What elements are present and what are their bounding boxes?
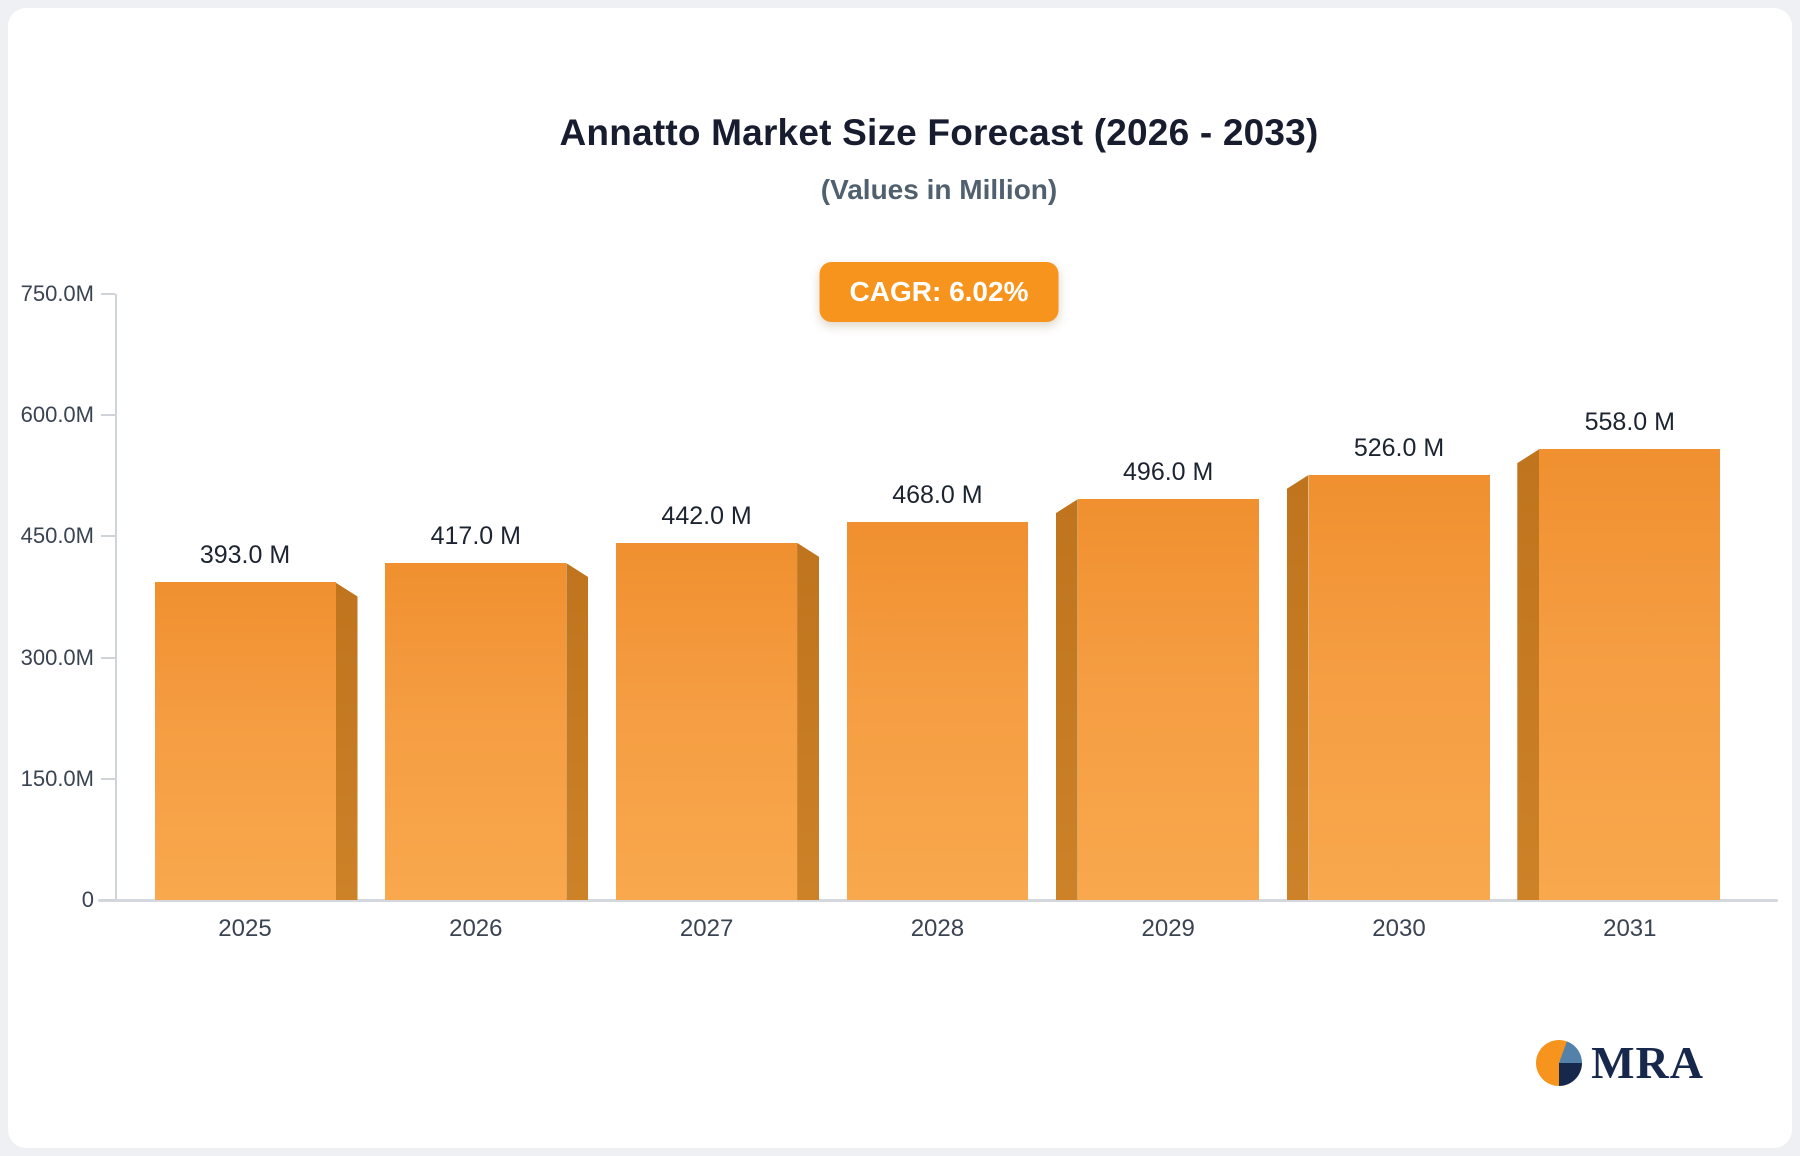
x-tick-label: 2025	[218, 915, 272, 942]
y-tick-mark	[101, 656, 115, 659]
x-axis-line	[98, 899, 1778, 902]
bar-value-label: 417.0 M	[430, 522, 521, 551]
bar-3d-side	[1055, 499, 1078, 900]
y-tick-mark	[101, 535, 115, 538]
bar-3d-side	[797, 542, 820, 900]
x-tick-label: 2026	[449, 915, 503, 942]
x-tick-label: 2030	[1372, 915, 1426, 942]
y-tick-label: 300.0M	[20, 644, 94, 670]
y-tick-label: 600.0M	[20, 402, 94, 428]
bar	[616, 542, 798, 900]
y-tick-label: 150.0M	[20, 765, 94, 791]
bar	[1539, 449, 1721, 900]
y-tick-mark	[101, 777, 115, 780]
y-tick-label: 450.0M	[20, 523, 94, 549]
bar	[154, 582, 336, 900]
logo-pie-icon	[1536, 1040, 1583, 1086]
bar-3d-side	[1517, 449, 1540, 900]
y-tick-mark	[101, 414, 115, 417]
bar-value-label: 468.0 M	[892, 480, 983, 509]
bar-3d-side	[335, 582, 358, 900]
y-tick-label: 0	[81, 887, 94, 912]
y-axis-line	[115, 294, 117, 901]
bar-value-label: 558.0 M	[1584, 408, 1675, 437]
bar-value-label: 496.0 M	[1123, 458, 1214, 487]
bar	[846, 521, 1028, 900]
logo-text: MRA	[1591, 1037, 1704, 1088]
bar-value-label: 526.0 M	[1353, 433, 1445, 462]
chart-title: Annatto Market Size Forecast (2026 - 203…	[559, 112, 1319, 153]
brand-logo: MRA	[1536, 1040, 1704, 1086]
y-tick-label: 750.0M	[20, 281, 94, 306]
bar-value-label: 393.0 M	[199, 541, 291, 570]
y-tick-mark	[101, 899, 115, 901]
bar	[1077, 499, 1259, 900]
x-tick-label: 2028	[910, 915, 965, 942]
bar-3d-side	[566, 563, 589, 900]
y-tick-mark	[101, 293, 115, 295]
x-tick-label: 2031	[1603, 915, 1657, 942]
bar-3d-side	[1286, 474, 1309, 900]
cagr-badge: CAGR: 6.02%	[819, 262, 1059, 322]
x-tick-label: 2029	[1141, 915, 1195, 942]
x-tick-label: 2027	[679, 915, 734, 942]
bar	[385, 563, 567, 900]
bar	[1308, 474, 1490, 900]
chart-subtitle: (Values in Million)	[820, 174, 1058, 205]
bar-value-label: 442.0 M	[661, 501, 752, 530]
